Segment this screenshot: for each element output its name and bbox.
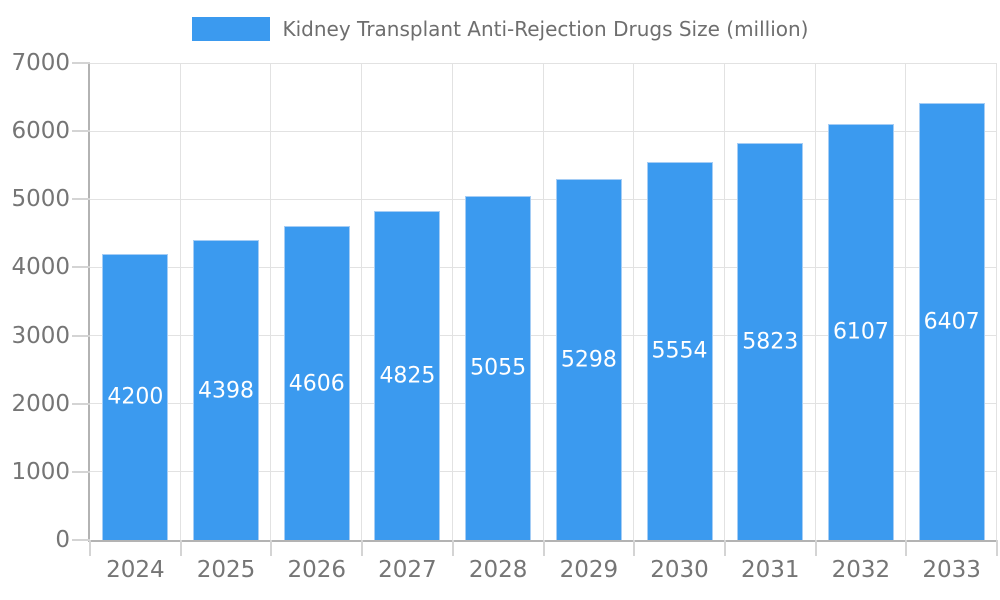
y-axis-tick-label: 1000 [11,458,70,485]
x-axis-category-label: 2027 [378,557,437,583]
x-axis-tick [270,540,273,556]
x-axis-category-label: 2029 [559,557,619,583]
bar-2025[interactable]: 4398 [193,240,260,540]
x-axis-tick [179,540,182,556]
y-axis-tick-label: 7000 [11,50,70,76]
x-axis-category-label: 2024 [106,557,165,583]
gridline-horizontal [90,403,997,405]
bar-2032[interactable]: 6107 [827,123,894,540]
x-axis-category-label: 2028 [468,557,528,583]
bar-value-label: 6407 [923,309,980,335]
gridline-vertical [451,63,453,540]
bar-2027[interactable]: 4825 [374,211,441,540]
y-axis-tick [72,62,90,64]
gridline-vertical [814,63,816,540]
x-axis-category-label: 2025 [196,557,256,583]
x-axis-tick [361,540,364,556]
plot-area: 0 1000 2000 3000 4000 5000 6000 7000 4200 2024 439… [11,50,998,583]
y-axis-tick-label: 4000 [11,254,70,281]
gridline-horizontal [90,198,997,200]
bar-2028[interactable]: 5055 [465,195,532,540]
x-axis-tick [996,540,998,556]
y-axis-tick [72,539,90,541]
bar-2024[interactable]: 4200 [102,253,169,540]
chart-legend-item[interactable]: Kidney Transplant Anti-Rejection Drugs S… [0,17,1000,41]
bar-value-label: 6107 [832,319,889,345]
bar-value-label: 5823 [742,329,799,355]
gridline-vertical [270,63,272,540]
legend-swatch [191,17,270,41]
gridline-vertical [542,63,544,540]
x-axis-tick [633,540,636,556]
legend-label: Kidney Transplant Anti-Rejection Drugs S… [282,17,809,41]
bar-2029[interactable]: 5298 [555,178,622,540]
y-axis-tick-label: 0 [55,527,70,553]
x-axis-tick [814,540,817,556]
y-axis-tick-label: 6000 [11,118,70,145]
bar-value-label: 4606 [288,371,345,397]
gridline-vertical [723,63,725,540]
gridline-vertical [179,63,181,540]
bar-value-label: 5298 [560,347,617,373]
gridline-horizontal [90,130,997,132]
gridline-vertical [633,63,635,540]
bar-2030[interactable]: 5554 [646,161,713,540]
gridline-vertical [361,63,363,540]
gridline-horizontal [90,471,997,473]
x-axis-category-label: 2026 [287,557,346,583]
gridline-horizontal [90,335,997,337]
y-axis-tick [72,130,90,133]
x-axis-tick [723,540,726,556]
gridline-vertical [905,63,907,540]
x-axis-category-label: 2031 [740,557,800,583]
x-axis-category-label: 2033 [922,557,981,583]
y-axis-tick [72,470,90,473]
y-axis-tick [72,334,90,337]
gridline-horizontal [90,266,997,268]
bar-2026[interactable]: 4606 [283,226,350,540]
bar-value-label: 4825 [379,363,436,389]
x-axis-tick [451,540,454,556]
bar-2033[interactable]: 6407 [918,103,985,540]
y-axis-tick-label: 5000 [11,186,70,213]
bar-value-label: 4200 [107,384,164,410]
y-axis-tick [72,402,90,405]
bar-value-label: 4398 [198,378,255,404]
gridline-horizontal [90,62,997,64]
bar-2031[interactable]: 5823 [737,143,804,540]
x-axis-category-label: 2032 [831,557,891,583]
y-axis-tick [72,198,90,201]
x-axis-tick [905,540,908,556]
x-axis-tick [89,540,91,556]
bar-value-label: 5554 [651,338,708,364]
x-axis-tick [542,540,545,556]
x-axis-category-label: 2030 [650,557,709,583]
y-axis-tick-label: 2000 [11,390,70,417]
gridline-vertical [996,63,997,540]
y-axis-tick [72,266,90,269]
y-axis-tick-label: 3000 [11,322,70,349]
bar-value-label: 5055 [470,355,527,381]
